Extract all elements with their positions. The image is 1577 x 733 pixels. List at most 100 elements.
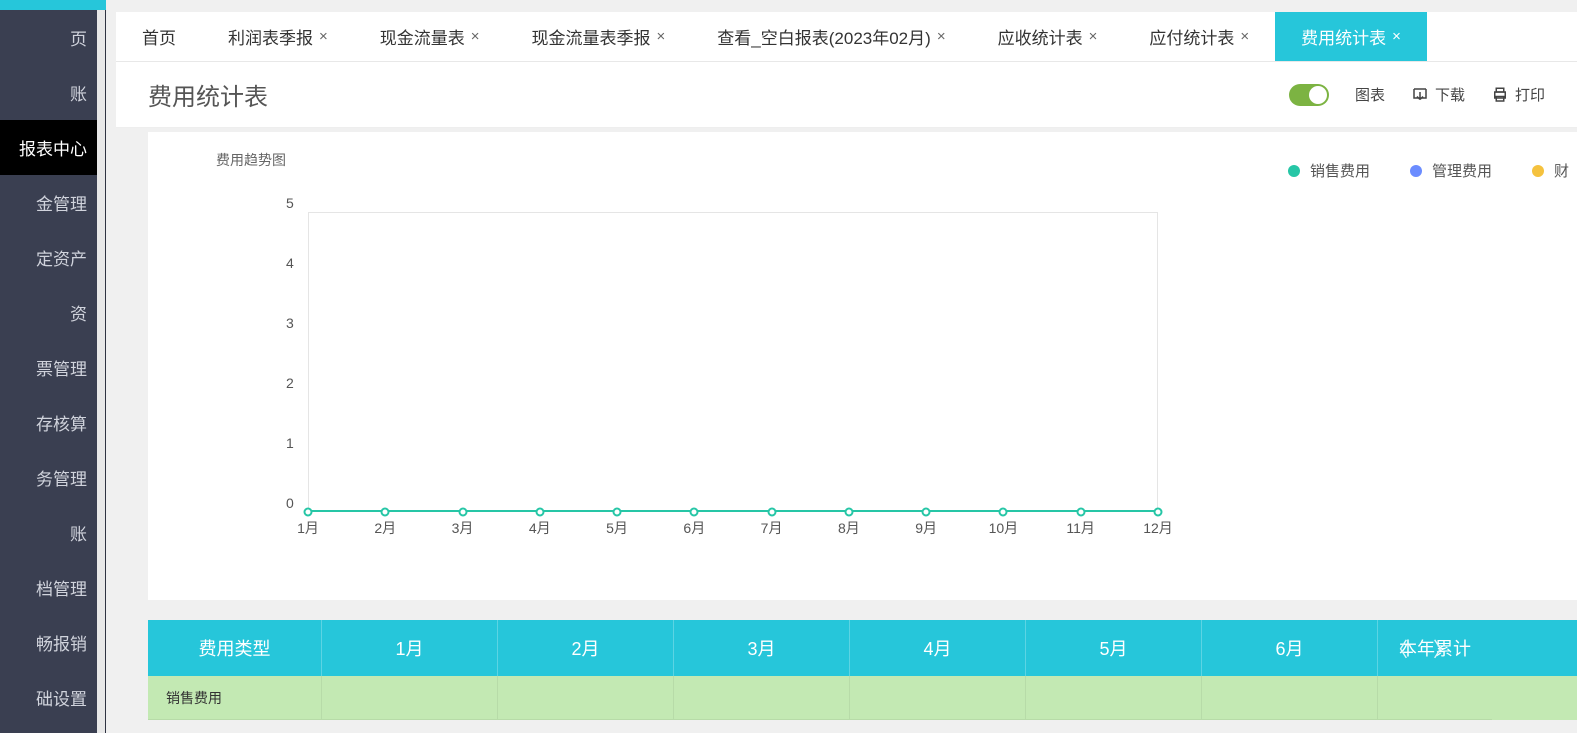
td-year-total xyxy=(1378,676,1492,720)
tab-label: 费用统计表 xyxy=(1301,24,1386,49)
print-label: 打印 xyxy=(1515,84,1545,105)
th-label: 费用类型 xyxy=(199,635,271,661)
th-label: 4月 xyxy=(923,635,951,661)
sidebar-item-tax[interactable]: 务管理 xyxy=(0,450,105,505)
page-title: 费用统计表 xyxy=(148,77,268,112)
sidebar-item-label: 票管理 xyxy=(36,355,87,380)
close-icon[interactable]: × xyxy=(937,28,946,45)
sidebar-item-funds[interactable]: 金管理 xyxy=(0,175,105,230)
sidebar-item-label: 账 xyxy=(70,80,87,105)
tab-payable[interactable]: 应付统计表 × xyxy=(1123,12,1275,61)
sidebar-item-account[interactable]: 账 xyxy=(0,505,105,560)
tab-label: 现金流量表 xyxy=(380,24,465,49)
tab-receivable[interactable]: 应收统计表 × xyxy=(972,12,1124,61)
x-tick: 12月 xyxy=(1143,518,1173,538)
tab-cashflow-quarterly[interactable]: 现金流量表季报 × xyxy=(506,12,692,61)
toggle-label: 图表 xyxy=(1355,84,1385,105)
legend-label: 管理费用 xyxy=(1432,160,1492,181)
x-tick: 8月 xyxy=(838,518,860,538)
th-label: 2月 xyxy=(571,635,599,661)
sidebar-item-label: 础设置 xyxy=(36,685,87,710)
chart-toggle[interactable] xyxy=(1289,84,1329,106)
td-month-1 xyxy=(322,676,498,720)
chart-gridframe xyxy=(308,212,1158,512)
sidebar-item-fixed-assets[interactable]: 定资产 xyxy=(0,230,105,285)
print-icon xyxy=(1491,86,1509,104)
sidebar-scrollbar[interactable] xyxy=(97,10,105,733)
tab-label: 应收统计表 xyxy=(998,24,1083,49)
close-icon[interactable]: × xyxy=(1392,28,1401,45)
tab-cashflow[interactable]: 现金流量表 × xyxy=(354,12,506,61)
sidebar-item-settings[interactable]: 础设置 xyxy=(0,670,105,725)
th-label: 5月 xyxy=(1099,635,1127,661)
x-tick: 7月 xyxy=(761,518,783,538)
td-expense-type: 销售费用 xyxy=(148,676,322,720)
th-month-6: 6月 xyxy=(1202,620,1378,676)
tab-label: 首页 xyxy=(142,24,176,49)
sidebar-item-label: 金管理 xyxy=(36,190,87,215)
chart-marker xyxy=(1154,508,1163,517)
chevron-left-icon[interactable]: 〈 xyxy=(1388,634,1408,663)
x-tick: 1月 xyxy=(297,518,319,538)
chart-line-sales xyxy=(308,510,1158,512)
sidebar-item-home[interactable]: 页 xyxy=(0,10,105,65)
legend-dot-icon xyxy=(1288,165,1300,177)
y-tick: 0 xyxy=(286,495,294,511)
legend-label: 销售费用 xyxy=(1310,160,1370,181)
sidebar-item-resource[interactable]: 资 xyxy=(0,285,105,340)
chart-marker xyxy=(999,508,1008,517)
sidebar-item-label: 务管理 xyxy=(36,465,87,490)
close-icon[interactable]: × xyxy=(471,28,480,45)
chart-title: 费用趋势图 xyxy=(216,150,286,170)
chart-marker xyxy=(690,508,699,517)
tab-profit-quarterly[interactable]: 利润表季报 × xyxy=(202,12,354,61)
download-button[interactable]: 下载 xyxy=(1411,84,1465,105)
chart-marker xyxy=(535,508,544,517)
sidebar-item-archive[interactable]: 档管理 xyxy=(0,560,105,615)
sidebar-item-inventory[interactable]: 存核算 xyxy=(0,395,105,450)
header-actions: 图表 下载 打印 xyxy=(1289,84,1545,106)
sidebar-item-report-center[interactable]: 报表中心 xyxy=(0,120,105,175)
chart-marker xyxy=(1076,508,1085,517)
close-icon[interactable]: × xyxy=(657,28,666,45)
th-month-4: 4月 xyxy=(850,620,1026,676)
y-tick: 3 xyxy=(286,315,294,331)
y-tick: 1 xyxy=(286,435,294,451)
chart-marker xyxy=(922,508,931,517)
print-button[interactable]: 打印 xyxy=(1491,84,1545,105)
chart-marker xyxy=(613,508,622,517)
x-tick: 5月 xyxy=(606,518,628,538)
legend-dot-icon xyxy=(1532,165,1544,177)
tab-label: 现金流量表季报 xyxy=(532,24,651,49)
sidebar-item-expense[interactable]: 畅报销 xyxy=(0,615,105,670)
close-icon[interactable]: × xyxy=(1240,28,1249,45)
legend-item-sales[interactable]: 销售费用 xyxy=(1288,160,1370,181)
close-icon[interactable]: × xyxy=(1089,28,1098,45)
chevron-right-icon[interactable]: 〉 xyxy=(1433,634,1453,663)
x-tick: 3月 xyxy=(452,518,474,538)
tab-bar: 首页 利润表季报 × 现金流量表 × 现金流量表季报 × 查看_空白报表(202… xyxy=(116,12,1577,62)
tab-expense-stats[interactable]: 费用统计表 × xyxy=(1275,12,1427,61)
x-tick: 2月 xyxy=(374,518,396,538)
sidebar-item-ledger[interactable]: 账 xyxy=(0,65,105,120)
close-icon[interactable]: × xyxy=(319,28,328,45)
td-month-2 xyxy=(498,676,674,720)
download-icon xyxy=(1411,86,1429,104)
x-tick: 11月 xyxy=(1066,518,1095,538)
legend-item-management[interactable]: 管理费用 xyxy=(1410,160,1492,181)
tab-home[interactable]: 首页 xyxy=(116,12,202,61)
th-expense-type: 费用类型 xyxy=(148,620,322,676)
x-tick: 10月 xyxy=(989,518,1019,538)
y-tick: 4 xyxy=(286,255,294,271)
x-tick: 6月 xyxy=(683,518,705,538)
table-row[interactable]: 销售费用 xyxy=(148,676,1577,720)
sidebar-item-label: 畅报销 xyxy=(36,630,87,655)
chart-marker xyxy=(844,508,853,517)
tab-view-blank-report[interactable]: 查看_空白报表(2023年02月) × xyxy=(691,12,971,61)
sidebar-item-invoice[interactable]: 票管理 xyxy=(0,340,105,395)
legend-label: 财 xyxy=(1554,160,1569,181)
th-month-2: 2月 xyxy=(498,620,674,676)
chart-marker xyxy=(381,508,390,517)
td-month-6 xyxy=(1202,676,1378,720)
legend-item-finance[interactable]: 财 xyxy=(1532,160,1569,181)
